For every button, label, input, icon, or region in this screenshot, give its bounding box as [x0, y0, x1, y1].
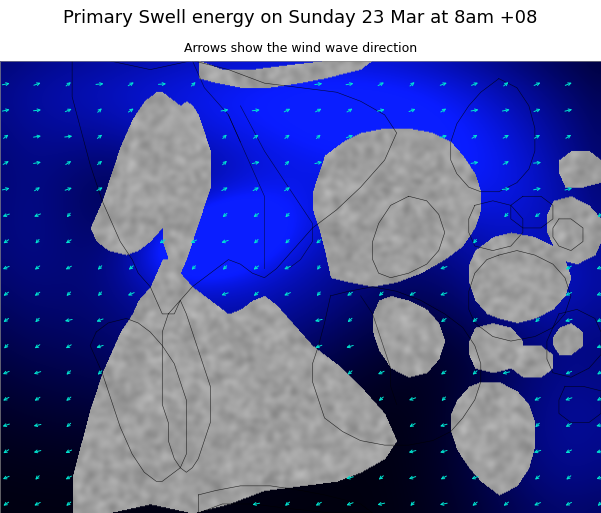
- Text: Arrows show the wind wave direction: Arrows show the wind wave direction: [184, 42, 417, 54]
- Text: Primary Swell energy on Sunday 23 Mar at 8am +08: Primary Swell energy on Sunday 23 Mar at…: [63, 9, 538, 27]
